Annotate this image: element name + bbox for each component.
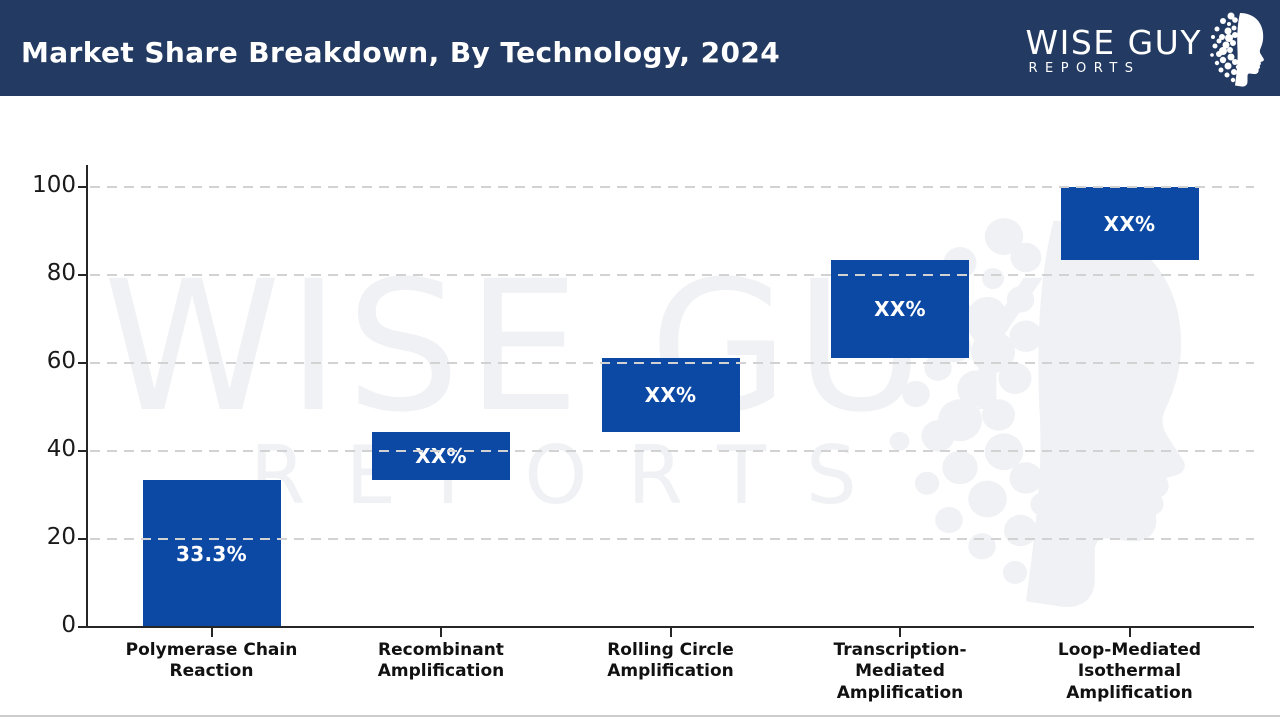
x-tick-mark [669,628,672,637]
bar-value-label: XX% [874,297,926,322]
x-category-label: Transcription- Mediated Amplification [833,640,967,703]
page-title: Market Share Breakdown, By Technology, 2… [21,35,781,69]
y-tick-label: 60 [46,348,76,374]
y-tick-label: 20 [46,524,76,550]
gridline [90,362,1254,364]
figure-bottom-border [0,715,1280,717]
y-tick-mark [78,538,87,540]
header-bar: Market Share Breakdown, By Technology, 2… [0,0,1280,96]
x-axis-line [86,626,1254,628]
x-category-label: Polymerase Chain Reaction [125,640,298,682]
x-tick-mark [899,628,901,637]
gridline [90,450,1254,452]
bar-value-label: 33.3% [176,541,247,566]
wise-guy-logo: WISE GUY REPORTS [1025,6,1280,90]
bar-value-label: XX% [1103,211,1156,236]
gridline [90,186,1254,188]
logo-subtext: REPORTS [1028,60,1141,76]
waterfall-bar: XX% [601,358,740,432]
plot-area: 0 20 40 60 80 100 33.3% XX% XX% XX% XX% Polymerase … [0,96,1280,720]
waterfall-bar: XX% [1060,187,1199,261]
y-tick-mark [78,186,87,188]
y-tick-mark [78,450,87,452]
x-category-label: Recombinant Amplification [377,640,505,682]
wise-guy-face-icon [1210,12,1264,87]
y-tick-label: 0 [61,612,76,638]
watermark-subtext: REPORTS [250,429,897,522]
logo-wordmark: WISE GUY [1025,22,1202,62]
bar-value-label: XX% [644,382,697,407]
x-category-label: Rolling Circle Amplification [607,640,734,682]
waterfall-bar: XX% [831,260,969,359]
waterfall-bar: 33.3% [142,480,281,627]
y-tick-label: 40 [46,436,76,462]
y-tick-label: 100 [32,172,76,198]
y-tick-label: 80 [46,260,76,286]
waterfall-bar: XX% [372,431,510,481]
y-tick-mark [78,274,87,276]
x-tick-mark [1128,628,1131,637]
bar-value-label: XX% [415,444,467,469]
x-tick-mark [210,628,213,637]
x-tick-mark [440,628,442,637]
gridline [90,274,1254,276]
y-axis-line [86,165,88,628]
y-tick-mark [78,626,87,628]
x-category-label: Loop-Mediated Isothermal Amplification [1057,640,1202,703]
logo-text: WISE GUY REPORTS [1025,26,1202,75]
y-tick-mark [78,362,87,364]
gridline [90,538,1254,540]
